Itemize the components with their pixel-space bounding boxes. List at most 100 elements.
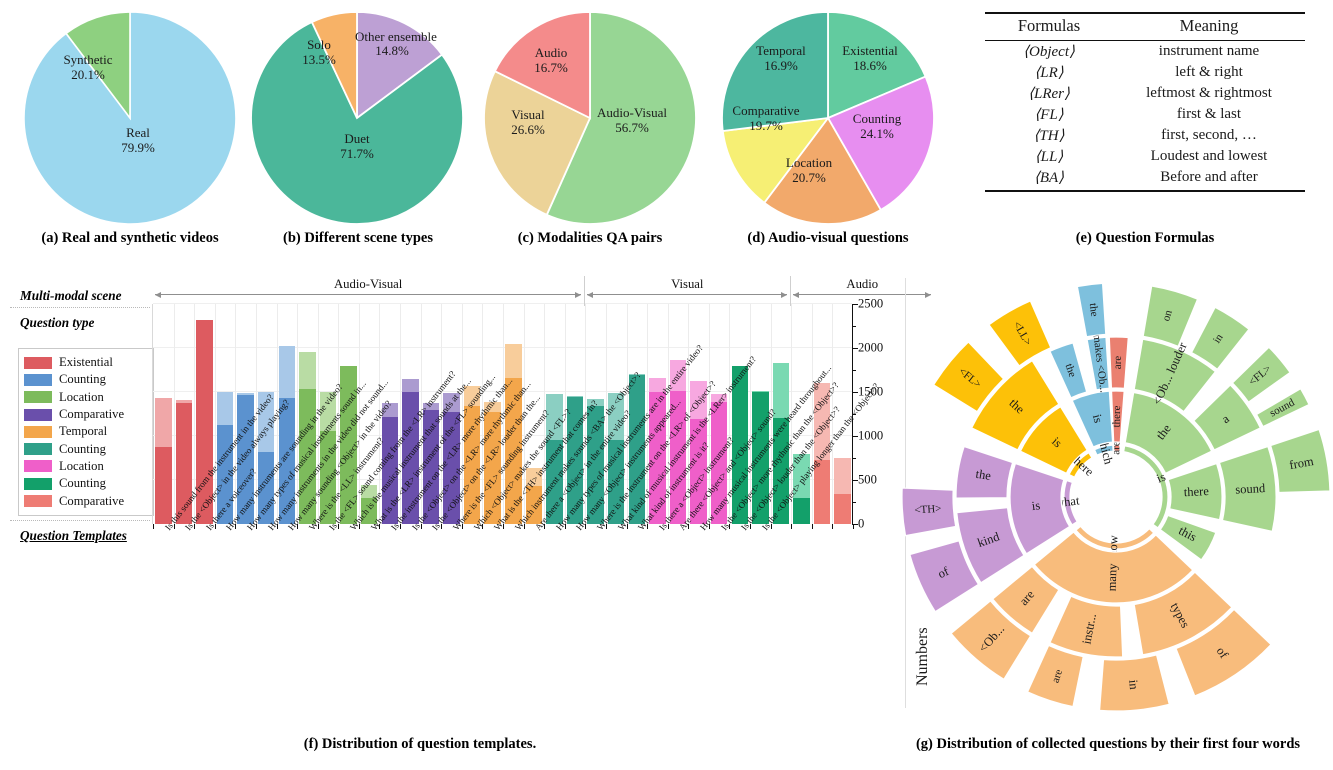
pie-d-slice-temporal bbox=[721, 11, 829, 133]
pie-c-label-audio-text: Audio bbox=[534, 45, 568, 60]
bar-upper-segment bbox=[278, 346, 296, 399]
sunburst-segment[interactable] bbox=[1063, 479, 1078, 526]
sunburst-segment[interactable] bbox=[1159, 514, 1217, 561]
sunburst-segment[interactable] bbox=[1231, 346, 1291, 403]
pie-b-label-solo: Solo 13.5% bbox=[291, 37, 347, 67]
legend-item[interactable]: Location bbox=[24, 458, 149, 475]
pie-d-label-counting: Counting 24.1% bbox=[842, 111, 912, 141]
sunburst-segment[interactable] bbox=[901, 487, 957, 537]
pie-d-label-existential-text: Existential bbox=[842, 43, 898, 58]
sunburst-segment[interactable] bbox=[1009, 462, 1071, 555]
sunburst-segment[interactable] bbox=[1122, 445, 1169, 529]
sunburst-segment[interactable] bbox=[1113, 444, 1121, 452]
question-type-legend: Existential Counting Location Comparative Te… bbox=[18, 348, 154, 516]
bar-upper-segment bbox=[443, 392, 460, 413]
sunburst-segment[interactable] bbox=[1019, 405, 1089, 475]
sunburst-segment[interactable] bbox=[932, 341, 1005, 413]
sunburst-segment[interactable] bbox=[970, 359, 1060, 451]
sunburst-segment[interactable] bbox=[1108, 336, 1129, 389]
grid-line-v bbox=[564, 304, 566, 524]
grid-line-v bbox=[647, 304, 649, 524]
sunburst-segment-label: sound bbox=[1235, 481, 1266, 497]
sunburst-segment[interactable] bbox=[1098, 654, 1170, 712]
sunburst-segment[interactable] bbox=[950, 600, 1032, 681]
sunburst-segment[interactable] bbox=[1142, 285, 1199, 348]
x-tick bbox=[667, 524, 669, 529]
pie-d-value-comparative: 19.7% bbox=[749, 117, 783, 133]
sunburst-segment[interactable] bbox=[1218, 445, 1277, 533]
sunburst-segment[interactable] bbox=[1068, 451, 1093, 478]
sunburst-segment[interactable] bbox=[1110, 390, 1125, 443]
pie-c-slice-visual bbox=[483, 69, 592, 216]
sunburst-segment[interactable] bbox=[1086, 336, 1110, 391]
bar bbox=[669, 360, 687, 524]
bar-lower-segment bbox=[216, 425, 234, 524]
sunburst-segment[interactable] bbox=[1049, 342, 1088, 399]
bar-upper-segment bbox=[752, 391, 769, 392]
sunburst-segment[interactable] bbox=[1190, 306, 1250, 371]
bar-lower-segment bbox=[587, 406, 604, 524]
x-tick bbox=[750, 524, 752, 529]
y-tick-label: 0 bbox=[858, 516, 865, 531]
legend-item[interactable]: Counting bbox=[24, 440, 149, 457]
formula-cell: ⟨LRer⟩ bbox=[1028, 86, 1070, 102]
legend-item[interactable]: Temporal bbox=[24, 423, 149, 440]
legend-label: Comparative bbox=[59, 407, 125, 422]
sunburst-segment[interactable] bbox=[1175, 608, 1272, 697]
legend-item[interactable]: Existential bbox=[24, 354, 149, 371]
sunburst-segment[interactable] bbox=[1269, 428, 1331, 494]
grid-line-v bbox=[441, 304, 443, 524]
pie-a-label-synthetic: Synthetic 20.1% bbox=[48, 52, 128, 82]
pie-chart-a: Synthetic 20.1% Real 79.9% bbox=[20, 8, 240, 228]
sunburst-segment[interactable] bbox=[1255, 387, 1310, 428]
bar bbox=[710, 393, 728, 524]
bar-lower-segment bbox=[566, 397, 584, 524]
sunburst-segment[interactable] bbox=[1124, 391, 1213, 475]
sunburst-segment[interactable] bbox=[1167, 462, 1223, 521]
bar bbox=[752, 391, 769, 524]
sunburst-segment[interactable] bbox=[1033, 531, 1194, 604]
legend-swatch bbox=[24, 408, 52, 421]
bar bbox=[443, 392, 460, 524]
bar-upper-segment bbox=[690, 381, 707, 420]
legend-item[interactable]: Counting bbox=[24, 371, 149, 388]
sunburst-segment[interactable] bbox=[1049, 595, 1124, 658]
legend-item[interactable]: Counting bbox=[24, 475, 149, 492]
legend-label: Temporal bbox=[59, 424, 108, 439]
sunburst-segment-label: on bbox=[1160, 308, 1175, 322]
meaning-cell: first, second, … bbox=[1161, 127, 1257, 143]
bar bbox=[834, 458, 851, 524]
legend-swatch bbox=[24, 460, 52, 473]
sunburst-segment[interactable] bbox=[1075, 525, 1155, 550]
grid-line-v bbox=[214, 304, 216, 524]
sunburst-segment[interactable] bbox=[1076, 282, 1107, 338]
sunburst-segment[interactable] bbox=[1193, 384, 1262, 451]
grid-line-v bbox=[791, 304, 793, 524]
sunburst-segment[interactable] bbox=[1133, 571, 1233, 656]
sunburst-segment[interactable] bbox=[988, 300, 1052, 367]
bar-upper-segment bbox=[566, 395, 584, 398]
pie-c-label-av-text: Audio-Visual bbox=[597, 105, 667, 120]
sunburst-segment[interactable] bbox=[1133, 338, 1217, 413]
sunburst-segment[interactable] bbox=[955, 445, 1014, 499]
grid-line-v bbox=[832, 304, 834, 524]
sunburst-segment[interactable] bbox=[1026, 644, 1084, 708]
bar-upper-segment bbox=[381, 403, 398, 417]
bar bbox=[278, 346, 296, 524]
bar-upper-segment bbox=[340, 365, 357, 367]
x-tick bbox=[194, 524, 196, 529]
legend-item[interactable]: Comparative bbox=[24, 492, 149, 509]
bar-upper-segment bbox=[669, 360, 687, 392]
sunburst-segment[interactable] bbox=[956, 506, 1025, 584]
table-row: ⟨LL⟩ Loudest and lowest bbox=[985, 146, 1305, 167]
sunburst-segment[interactable] bbox=[991, 565, 1060, 635]
legend-item[interactable]: Comparative bbox=[24, 406, 149, 423]
sunburst-segment[interactable] bbox=[909, 540, 980, 613]
legend-item[interactable]: Location bbox=[24, 389, 149, 406]
bar bbox=[546, 393, 563, 524]
grid-line-v bbox=[420, 304, 422, 524]
sunburst-segment[interactable] bbox=[1093, 444, 1114, 456]
group-separator bbox=[584, 276, 586, 306]
bar bbox=[813, 383, 831, 524]
sunburst-segment[interactable] bbox=[1071, 390, 1114, 448]
